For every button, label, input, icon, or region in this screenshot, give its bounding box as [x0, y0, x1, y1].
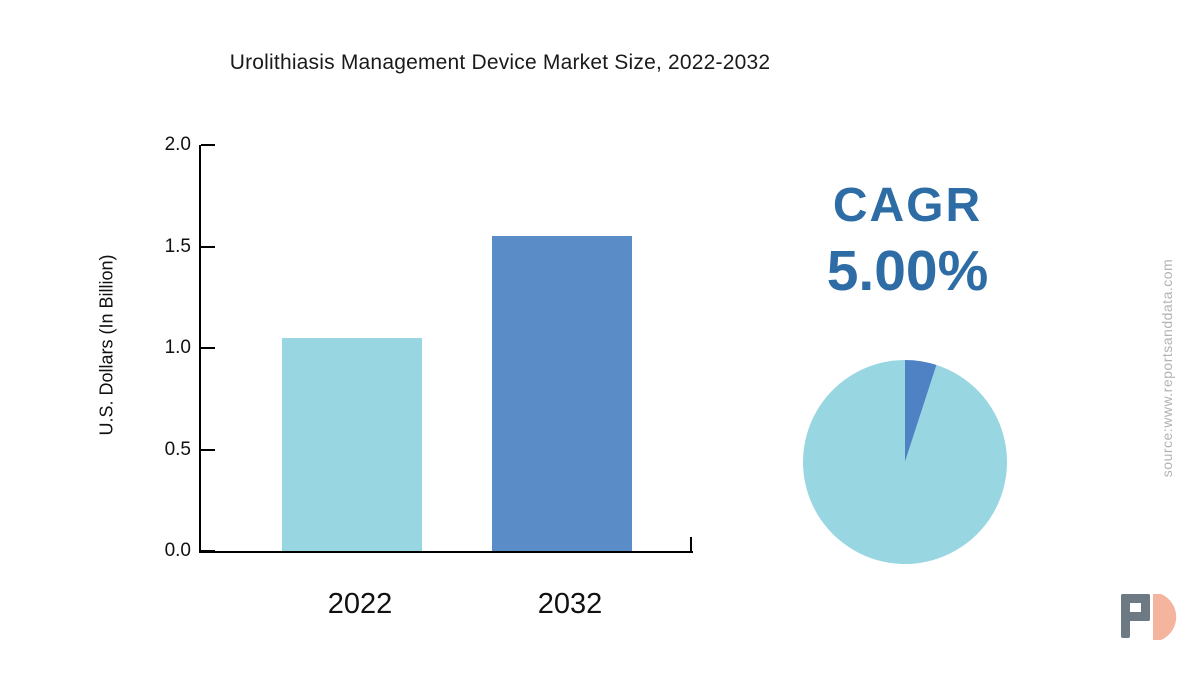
logo-letter-d	[1153, 594, 1177, 640]
bar-2032	[492, 236, 632, 551]
source-watermark-text: source:www.reportsanddata.com	[1159, 258, 1175, 478]
reportsanddata-logo	[1117, 586, 1189, 648]
y-tick-mark-0.5	[201, 448, 215, 451]
chart-title: Urolithiasis Management Device Market Si…	[229, 51, 771, 74]
pie-chart	[800, 357, 1010, 567]
y-axis-title-text: U.S. Dollars (In Billion)	[96, 254, 117, 436]
logo-letter-r	[1121, 594, 1150, 638]
x-category-label-2032: 2032	[537, 588, 603, 620]
pie-slice-remainder	[803, 360, 1008, 564]
pie-chart-svg	[803, 360, 1008, 564]
bar-2022	[282, 337, 422, 551]
bar-chart-plot-area: 0.0 0.5 1.0 1.5 2.0 2022 2032	[165, 134, 693, 620]
y-tick-label-0.5: 0.5	[164, 438, 191, 460]
y-tick-mark-1.0	[201, 347, 215, 349]
cagr-label: CAGR	[832, 179, 983, 232]
cagr-value: 5.00%	[826, 238, 989, 303]
y-tick-label-0.0: 0.0	[164, 540, 191, 561]
x-axis-end-tick	[690, 537, 692, 551]
reportsanddata-logo-svg	[1121, 594, 1177, 640]
y-tick-label-1.5: 1.5	[164, 235, 191, 257]
y-tick-mark-0.0	[201, 550, 215, 552]
y-axis-line	[199, 145, 201, 553]
cagr-block: CAGR 5.00%	[765, 179, 1050, 303]
x-category-label-2022: 2022	[327, 588, 393, 620]
y-tick-mark-1.5	[201, 245, 215, 248]
y-tick-mark-2.0	[201, 144, 215, 146]
y-tick-label-2.0: 2.0	[164, 134, 191, 155]
y-tick-label-1.0: 1.0	[164, 337, 191, 358]
x-axis-line	[199, 551, 693, 553]
pie-slice-cagr-5-00-	[905, 360, 937, 462]
